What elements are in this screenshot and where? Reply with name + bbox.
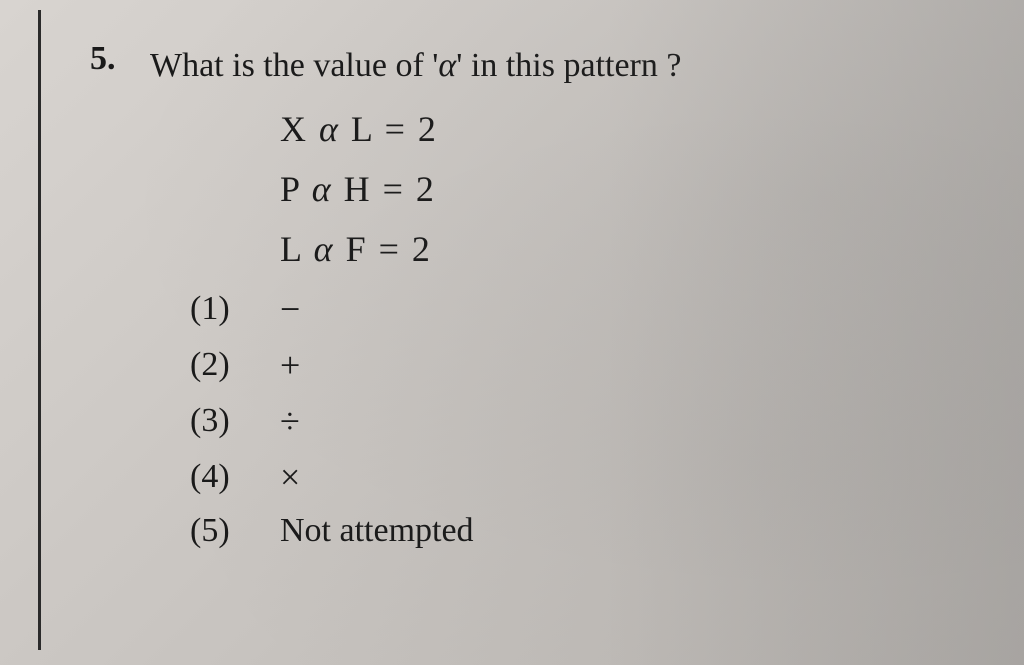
- option-4: (4) ×: [190, 456, 964, 498]
- option-4-number: (4): [190, 458, 280, 496]
- option-1: (1) −: [190, 288, 964, 330]
- option-5: (5) Not attempted: [190, 512, 964, 550]
- eq2-op: α: [312, 169, 333, 209]
- question-row: 5. What is the value of 'α' in this patt…: [60, 40, 964, 90]
- option-3-value: ÷: [280, 400, 300, 442]
- eq3-left: L: [280, 229, 303, 269]
- equations-block: X α L = 2 P α H = 2 L α F = 2: [280, 108, 964, 270]
- option-5-value: Not attempted: [280, 512, 474, 550]
- eq1-rhs: 2: [418, 109, 438, 149]
- vertical-rule: [38, 10, 41, 650]
- eq1-right: L: [351, 109, 374, 149]
- question-number: 5.: [60, 40, 150, 78]
- question-text-after: ' in this pattern ?: [456, 47, 681, 84]
- question-text: What is the value of 'α' in this pattern…: [150, 40, 681, 90]
- eq1-op: α: [319, 109, 340, 149]
- alpha-symbol: α: [438, 47, 456, 84]
- eq1-eq: =: [385, 109, 407, 149]
- page: 5. What is the value of 'α' in this patt…: [0, 0, 1024, 665]
- eq3-op: α: [314, 229, 335, 269]
- equation-3: L α F = 2: [280, 228, 964, 270]
- option-3-number: (3): [190, 402, 280, 440]
- eq3-right: F: [346, 229, 368, 269]
- option-5-number: (5): [190, 512, 280, 550]
- eq1-left: X: [280, 109, 308, 149]
- eq2-rhs: 2: [416, 169, 436, 209]
- eq2-left: P: [280, 169, 301, 209]
- eq2-eq: =: [383, 169, 405, 209]
- option-2: (2) +: [190, 344, 964, 386]
- option-2-number: (2): [190, 346, 280, 384]
- eq2-right: H: [344, 169, 372, 209]
- eq3-eq: =: [379, 229, 401, 269]
- option-1-value: −: [280, 288, 300, 330]
- eq3-rhs: 2: [412, 229, 432, 269]
- option-3: (3) ÷: [190, 400, 964, 442]
- equation-2: P α H = 2: [280, 168, 964, 210]
- equation-1: X α L = 2: [280, 108, 964, 150]
- option-1-number: (1): [190, 290, 280, 328]
- option-2-value: +: [280, 344, 300, 386]
- question-text-before: What is the value of ': [150, 47, 438, 84]
- options-block: (1) − (2) + (3) ÷ (4) × (5) Not attempte…: [190, 288, 964, 550]
- option-4-value: ×: [280, 456, 300, 498]
